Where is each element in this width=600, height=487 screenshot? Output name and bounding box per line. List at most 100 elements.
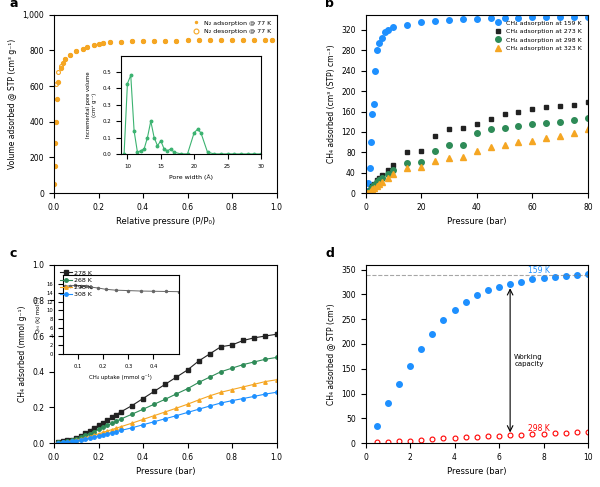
CH₄ adsorption at 273 K [370, 181, 377, 187]
Y-axis label: Volume adsorbed @ STP (cm³ g⁻¹): Volume adsorbed @ STP (cm³ g⁻¹) [8, 39, 17, 169]
N₂ desorption @ 77 K [268, 37, 275, 42]
278 K [195, 358, 202, 364]
268 K [151, 401, 158, 407]
CH₄ adsorption at 323 K [366, 189, 373, 195]
308 K [239, 395, 247, 401]
CH₄ adsorption at 323 K [557, 133, 564, 139]
CH₄ adsorption at 159 K [363, 187, 370, 193]
CH₄ adsorption at 323 K [501, 142, 508, 148]
268 K [117, 416, 124, 422]
N₂ desorption @ 77 K [117, 39, 124, 45]
CH₄ adsorption at 323 K [487, 144, 494, 150]
N₂ adsorption @ 77 K [117, 39, 124, 45]
278 K [239, 337, 247, 343]
278 K [173, 374, 180, 380]
N₂ adsorption @ 77 K [173, 37, 180, 43]
278 K [128, 403, 136, 409]
CH₄ adsorption at 273 K [404, 150, 411, 155]
CH₄ adsorption at 159 K [367, 139, 374, 145]
278 K [113, 412, 120, 417]
CH₄ adsorption at 159 K [365, 180, 372, 186]
N₂ desorption @ 77 K [95, 41, 102, 47]
CH₄ adsorption at 159 K [376, 40, 383, 46]
CH₄ adsorption at 273 K [369, 183, 376, 189]
268 K [251, 359, 258, 365]
CH₄ adsorption at 159 K [557, 14, 564, 20]
N₂ adsorption @ 77 K [184, 37, 191, 43]
278 K [82, 431, 89, 436]
N₂ adsorption @ 77 K [217, 37, 224, 43]
CH₄ adsorption at 323 K [584, 127, 592, 132]
CH₄ adsorption at 323 K [367, 187, 374, 193]
298 K [113, 425, 120, 431]
CH₄ adsorption at 298 K [379, 175, 386, 181]
CH₄ adsorption at 273 K [390, 162, 397, 168]
268 K [229, 365, 236, 371]
Y-axis label: CH₄ adsorbed (mmol g⁻¹): CH₄ adsorbed (mmol g⁻¹) [17, 306, 26, 402]
Text: d: d [325, 247, 334, 261]
308 K [117, 428, 124, 433]
Y-axis label: CH₄ adsorbed (cm³ (STP) cm⁻³): CH₄ adsorbed (cm³ (STP) cm⁻³) [327, 45, 336, 163]
268 K [273, 355, 280, 360]
308 K [113, 429, 120, 434]
CH₄ adsorption at 323 K [365, 190, 372, 196]
CH₄ adsorption at 298 K [365, 189, 372, 195]
CH₄ adsorption at 159 K [370, 101, 377, 107]
308 K [262, 391, 269, 397]
CH₄ adsorption at 298 K [366, 188, 373, 194]
N₂ adsorption @ 77 K [100, 40, 107, 46]
CH₄ adsorption at 298 K [384, 171, 391, 177]
N₂ adsorption @ 77 K [91, 42, 98, 48]
CH₄ adsorption at 298 K [557, 119, 564, 125]
268 K [139, 406, 146, 412]
N₂ desorption @ 77 K [79, 46, 86, 52]
CH₄ adsorption at 298 K [404, 160, 411, 166]
N₂ desorption @ 77 K [91, 42, 98, 48]
N₂ adsorption @ 77 K [128, 38, 136, 44]
Line: N₂ desorption @ 77 K: N₂ desorption @ 77 K [54, 37, 274, 86]
268 K [73, 436, 80, 442]
298 K [73, 437, 80, 443]
Line: 268 K: 268 K [57, 356, 278, 444]
CH₄ adsorption at 159 K [473, 16, 481, 21]
268 K [59, 439, 67, 445]
CH₄ adsorption at 159 K [373, 47, 380, 53]
CH₄ adsorption at 298 K [390, 167, 397, 172]
Text: 298 K: 298 K [528, 424, 550, 433]
CH₄ adsorption at 323 K [515, 139, 522, 145]
N₂ adsorption @ 77 K [239, 37, 247, 43]
CH₄ adsorption at 298 K [542, 120, 550, 126]
CH₄ adsorption at 323 K [384, 175, 391, 181]
CH₄ adsorption at 323 K [369, 186, 376, 192]
CH₄ adsorption at 273 K [487, 116, 494, 122]
CH₄ adsorption at 159 K [369, 111, 376, 117]
Text: Working
capacity: Working capacity [514, 354, 544, 367]
CH₄ adsorption at 159 K [384, 27, 391, 33]
308 K [86, 435, 93, 441]
N₂ adsorption @ 77 K [79, 46, 86, 52]
N₂ adsorption @ 77 K [52, 140, 59, 146]
308 K [95, 433, 102, 439]
308 K [59, 439, 67, 445]
X-axis label: Pressure (bar): Pressure (bar) [447, 468, 506, 476]
CH₄ adsorption at 323 K [459, 154, 466, 160]
N₂ desorption @ 77 K [239, 37, 247, 43]
268 K [68, 437, 76, 443]
CH₄ adsorption at 273 K [571, 102, 578, 108]
CH₄ adsorption at 298 K [515, 123, 522, 129]
N₂ adsorption @ 77 K [268, 37, 275, 42]
CH₄ adsorption at 323 K [404, 165, 411, 170]
Legend: CH₄ adsorption at 159 K, CH₄ adsorption at 273 K, CH₄ adsorption at 298 K, CH₄ a: CH₄ adsorption at 159 K, CH₄ adsorption … [490, 18, 585, 54]
278 K [55, 439, 62, 445]
CH₄ adsorption at 273 K [376, 175, 383, 181]
298 K [104, 428, 111, 434]
298 K [59, 439, 67, 445]
308 K [68, 438, 76, 444]
N₂ desorption @ 77 K [106, 39, 113, 45]
268 K [108, 420, 115, 426]
N₂ desorption @ 77 K [217, 37, 224, 43]
308 K [55, 440, 62, 446]
308 K [128, 425, 136, 431]
CH₄ adsorption at 273 K [373, 177, 380, 183]
CH₄ adsorption at 159 K [404, 22, 411, 28]
